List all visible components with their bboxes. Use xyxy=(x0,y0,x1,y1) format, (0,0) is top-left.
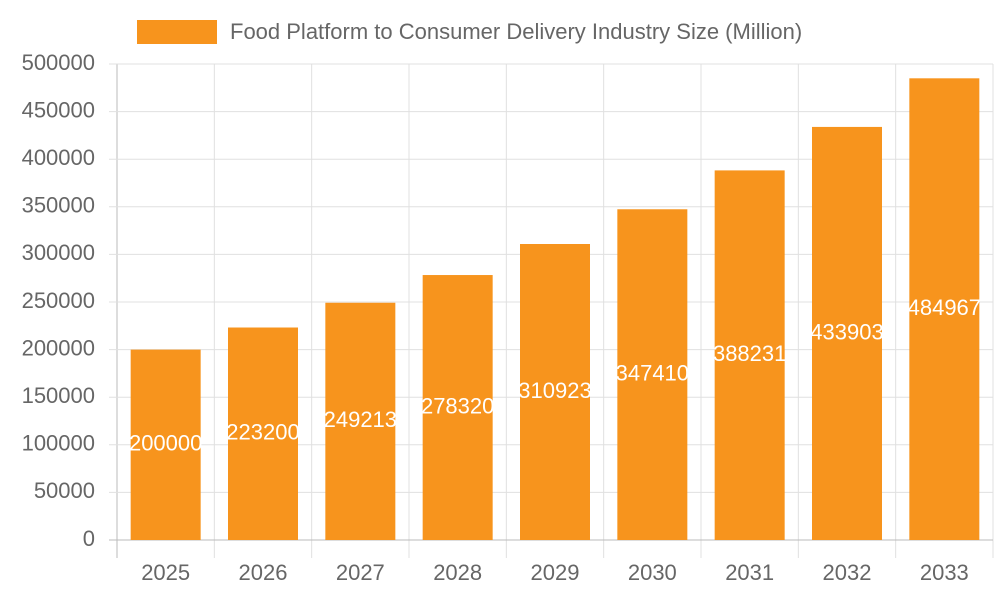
bar xyxy=(325,302,396,540)
y-tick-label: 450000 xyxy=(22,97,95,122)
data-label: 278320 xyxy=(421,393,494,418)
x-tick-label: 2032 xyxy=(823,560,872,585)
data-label: 484967 xyxy=(908,295,981,320)
x-tick-label: 2026 xyxy=(239,560,288,585)
data-label: 249213 xyxy=(324,407,397,432)
data-label: 388231 xyxy=(713,341,786,366)
x-tick-label: 2025 xyxy=(141,560,190,585)
x-tick-label: 2027 xyxy=(336,560,385,585)
y-tick-label: 350000 xyxy=(22,193,95,218)
bar xyxy=(812,126,882,540)
y-tick-label: 400000 xyxy=(22,145,95,170)
y-tick-label: 250000 xyxy=(22,288,95,313)
y-tick-label: 0 xyxy=(83,526,95,551)
y-tick-label: 150000 xyxy=(22,383,95,408)
x-tick-label: 2031 xyxy=(725,560,774,585)
data-label: 433903 xyxy=(810,319,883,344)
bar xyxy=(520,244,590,541)
x-tick-label: 2030 xyxy=(628,560,677,585)
legend-label: Food Platform to Consumer Delivery Indus… xyxy=(230,19,802,44)
legend-swatch xyxy=(137,20,217,44)
y-tick-label: 500000 xyxy=(22,50,95,75)
data-label: 223200 xyxy=(226,420,299,445)
data-label: 310923 xyxy=(518,378,591,403)
y-tick-label: 50000 xyxy=(34,478,95,503)
y-tick-label: 100000 xyxy=(22,431,95,456)
bar xyxy=(228,327,298,540)
y-tick-label: 200000 xyxy=(22,335,95,360)
x-tick-label: 2033 xyxy=(920,560,969,585)
bar xyxy=(714,170,785,540)
data-label: 200000 xyxy=(129,431,202,456)
bar xyxy=(617,209,688,540)
x-tick-label: 2029 xyxy=(531,560,580,585)
bar xyxy=(130,349,201,540)
y-tick-label: 300000 xyxy=(22,240,95,265)
bar xyxy=(422,275,493,540)
x-tick-label: 2028 xyxy=(433,560,482,585)
data-label: 347410 xyxy=(616,360,689,385)
bar xyxy=(909,78,980,541)
